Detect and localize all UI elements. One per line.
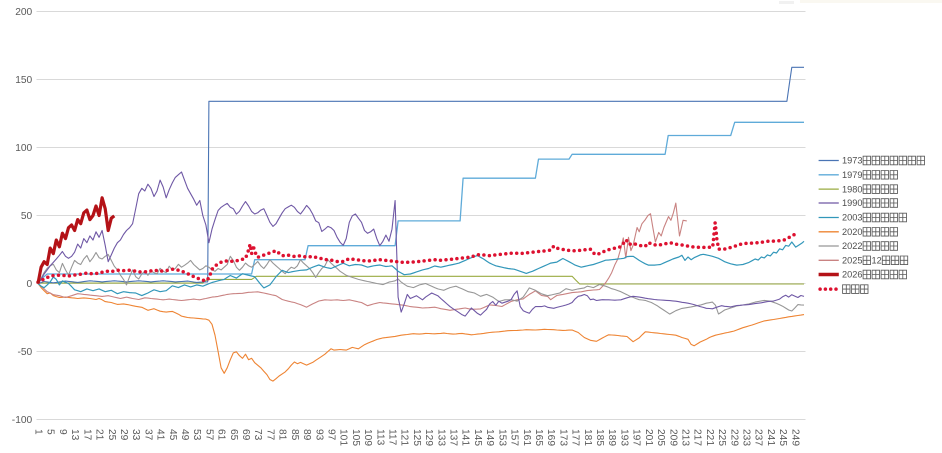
svg-text:137: 137 [448,429,459,446]
svg-text:121: 121 [399,429,410,446]
svg-text:2003: 2003 [842,213,862,223]
svg-text:50: 50 [21,211,33,222]
svg-text:225: 225 [716,429,727,446]
svg-text:133: 133 [435,429,446,446]
svg-text:201: 201 [643,429,654,446]
svg-text:153: 153 [496,429,507,446]
svg-text:129: 129 [423,429,434,446]
svg-text:173: 173 [557,429,568,446]
svg-text:177: 177 [570,429,581,446]
svg-text:105: 105 [350,429,361,446]
svg-text:61: 61 [216,429,227,441]
svg-text:241: 241 [765,429,776,446]
svg-text:249: 249 [789,429,800,446]
svg-text:13: 13 [69,429,80,441]
svg-text:69: 69 [240,429,251,441]
svg-text:29: 29 [118,429,129,441]
svg-text:221: 221 [704,429,715,446]
svg-text:37: 37 [142,429,153,441]
svg-text:245: 245 [777,429,788,446]
svg-text:73: 73 [252,429,263,441]
svg-text:205: 205 [655,429,666,446]
svg-text:2026: 2026 [842,270,862,280]
svg-text:113: 113 [374,429,385,446]
svg-text:100: 100 [15,143,32,154]
svg-text:209: 209 [667,429,678,446]
svg-text:41: 41 [155,429,166,441]
svg-text:125: 125 [411,429,422,446]
svg-text:185: 185 [594,429,605,446]
svg-text:157: 157 [509,429,520,446]
svg-text:85: 85 [289,429,300,441]
svg-text:1973: 1973 [842,156,862,166]
svg-text:2022: 2022 [842,241,862,251]
svg-text:217: 217 [692,429,703,446]
svg-text:1990: 1990 [842,198,862,208]
svg-text:193: 193 [618,429,629,446]
svg-text:165: 165 [533,429,544,446]
svg-text:109: 109 [362,429,373,446]
svg-text:1979: 1979 [842,170,862,180]
svg-text:117: 117 [387,429,398,446]
svg-text:1: 1 [33,429,44,435]
svg-text:197: 197 [631,429,642,446]
svg-text:233: 233 [741,429,752,446]
svg-text:2: 2 [877,256,882,266]
svg-text:9: 9 [57,429,68,435]
svg-text:213: 213 [680,429,691,446]
svg-text:0: 0 [27,279,33,290]
svg-text:17: 17 [81,429,92,441]
svg-text:1: 1 [871,256,876,266]
svg-text:189: 189 [606,429,617,446]
svg-text:169: 169 [545,429,556,446]
svg-text:200: 200 [15,7,32,18]
svg-text:-100: -100 [12,415,33,426]
svg-text:5: 5 [45,429,56,435]
svg-text:181: 181 [582,429,593,446]
svg-text:65: 65 [228,429,239,441]
svg-text:53: 53 [191,429,202,441]
svg-text:2020: 2020 [842,227,862,237]
svg-text:81: 81 [277,429,288,441]
svg-text:33: 33 [130,429,141,441]
svg-text:89: 89 [301,429,312,441]
svg-text:150: 150 [15,75,32,86]
svg-text:2025: 2025 [842,256,862,266]
svg-text:25: 25 [106,429,117,441]
svg-text:101: 101 [338,429,349,446]
svg-text:-50: -50 [17,347,32,358]
svg-text:77: 77 [264,429,275,441]
svg-text:1980: 1980 [842,184,862,194]
svg-text:45: 45 [167,429,178,441]
svg-text:229: 229 [728,429,739,446]
svg-text:145: 145 [472,429,483,446]
svg-text:237: 237 [753,429,764,446]
svg-text:161: 161 [521,429,532,446]
svg-text:141: 141 [460,429,471,446]
svg-text:49: 49 [179,429,190,441]
svg-text:57: 57 [203,429,214,441]
svg-text:93: 93 [313,429,324,441]
svg-text:21: 21 [94,429,105,441]
svg-text:149: 149 [484,429,495,446]
svg-text:97: 97 [326,429,337,441]
